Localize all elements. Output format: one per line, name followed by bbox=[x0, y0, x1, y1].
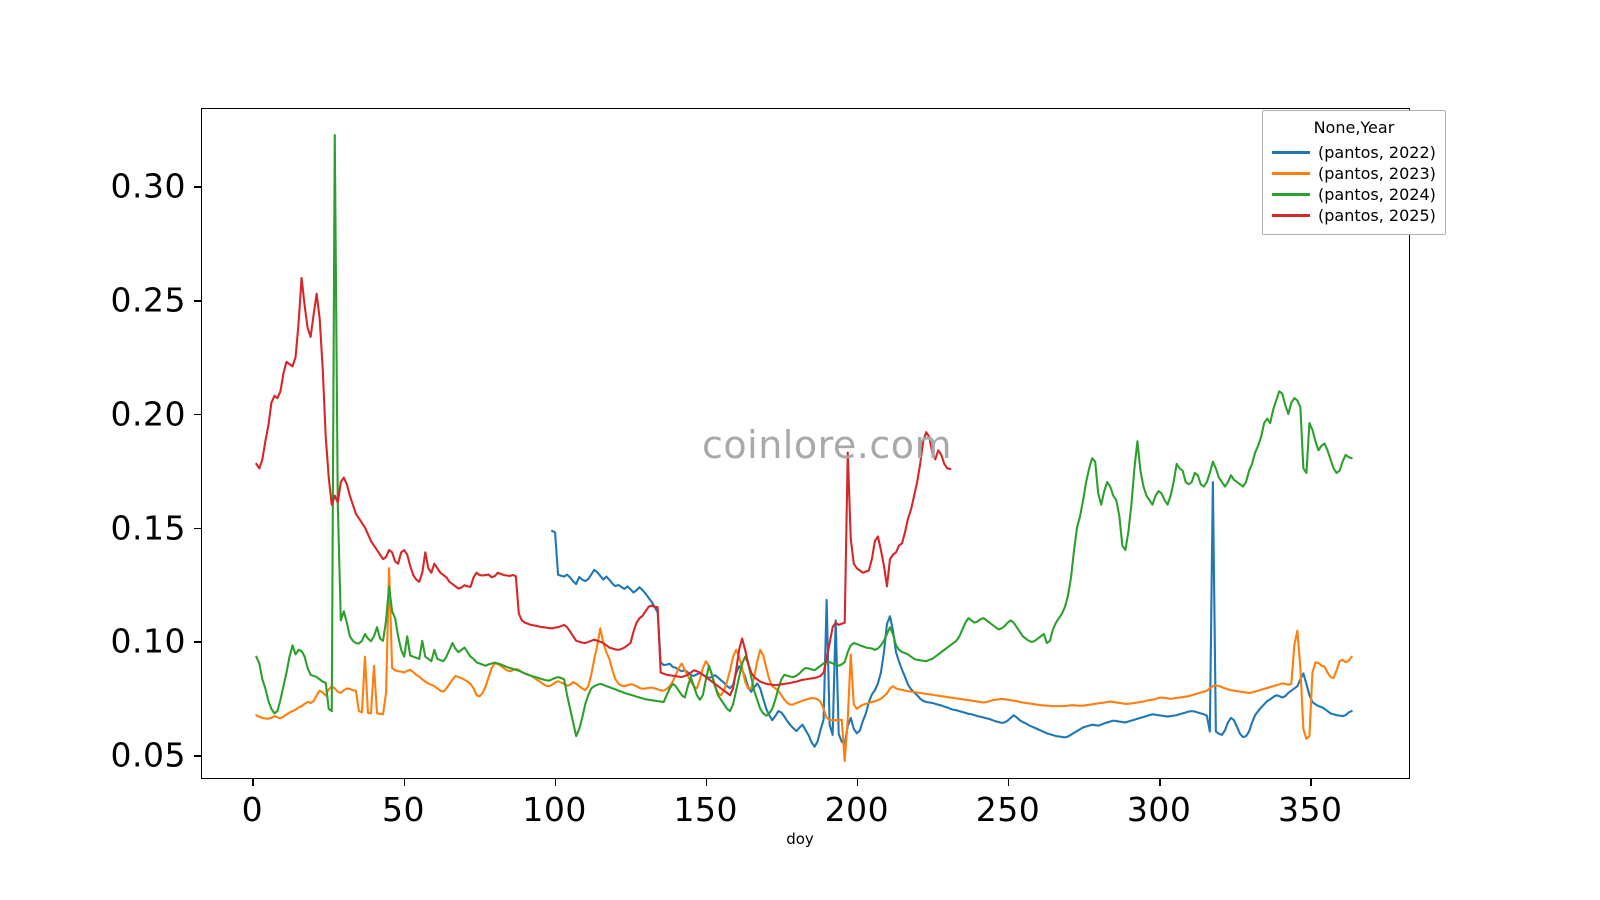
legend-label: (pantos, 2024) bbox=[1318, 185, 1436, 204]
y-tick-label: 0.30 bbox=[110, 166, 186, 206]
x-tick-label: 0 bbox=[241, 790, 264, 829]
x-tick-label: 200 bbox=[824, 790, 890, 829]
y-axis-tick-labels: 0.05 0.10 0.15 0.20 0.25 0.30 bbox=[0, 0, 186, 900]
x-tick-label: 250 bbox=[975, 790, 1041, 829]
legend: None,Year (pantos, 2022) (pantos, 2023) (p… bbox=[1262, 110, 1446, 235]
x-axis-label: doy bbox=[786, 830, 814, 848]
series-line-2023 bbox=[255, 567, 1353, 763]
legend-color-swatch bbox=[1272, 193, 1310, 196]
y-tick-mark bbox=[194, 641, 201, 643]
legend-color-swatch bbox=[1272, 151, 1310, 154]
x-tick-mark bbox=[856, 779, 859, 786]
x-tick-label: 300 bbox=[1126, 790, 1192, 829]
legend-entry[interactable]: (pantos, 2025) bbox=[1272, 205, 1436, 226]
x-tick-label: 150 bbox=[673, 790, 738, 829]
y-tick-label: 0.20 bbox=[110, 394, 186, 434]
x-tick-mark bbox=[1310, 779, 1312, 786]
series-line-2024 bbox=[255, 134, 1353, 738]
legend-entries: (pantos, 2022) (pantos, 2023) (pantos, 202… bbox=[1272, 142, 1436, 226]
legend-entry[interactable]: (pantos, 2024) bbox=[1272, 184, 1436, 205]
legend-color-swatch bbox=[1272, 172, 1310, 175]
x-tick-mark bbox=[252, 779, 254, 786]
x-tick-label: 350 bbox=[1278, 790, 1343, 829]
y-tick-mark bbox=[194, 527, 201, 530]
y-tick-label: 0.25 bbox=[110, 280, 186, 320]
legend-color-swatch bbox=[1272, 214, 1310, 217]
chart-lines bbox=[255, 134, 1353, 763]
legend-entry[interactable]: (pantos, 2023) bbox=[1272, 163, 1436, 184]
y-tick-mark bbox=[194, 413, 201, 416]
legend-label: (pantos, 2022) bbox=[1318, 143, 1436, 162]
legend-entry[interactable]: (pantos, 2022) bbox=[1272, 142, 1436, 163]
x-tick-mark bbox=[554, 779, 557, 786]
legend-label: (pantos, 2023) bbox=[1318, 164, 1436, 183]
plot-area bbox=[201, 108, 1410, 779]
y-tick-mark bbox=[194, 186, 201, 188]
series-line-2025 bbox=[255, 276, 952, 697]
legend-label: (pantos, 2025) bbox=[1318, 206, 1436, 225]
x-tick-label: 50 bbox=[382, 790, 425, 829]
series-line-2022 bbox=[550, 481, 1353, 748]
y-tick-label: 0.05 bbox=[110, 735, 186, 775]
y-tick-mark bbox=[194, 300, 201, 302]
x-tick-label: 100 bbox=[522, 790, 587, 829]
x-tick-mark bbox=[1159, 779, 1161, 786]
legend-title: None,Year bbox=[1313, 118, 1395, 137]
x-axis-tick-labels: 0 50 100 150 200 250 300 350 bbox=[0, 790, 1600, 836]
y-tick-label: 0.10 bbox=[110, 621, 186, 661]
x-tick-mark bbox=[705, 779, 708, 786]
y-tick-mark bbox=[194, 755, 201, 757]
y-tick-label: 0.15 bbox=[110, 508, 186, 548]
x-tick-mark bbox=[403, 779, 405, 786]
x-tick-mark bbox=[1008, 779, 1010, 786]
